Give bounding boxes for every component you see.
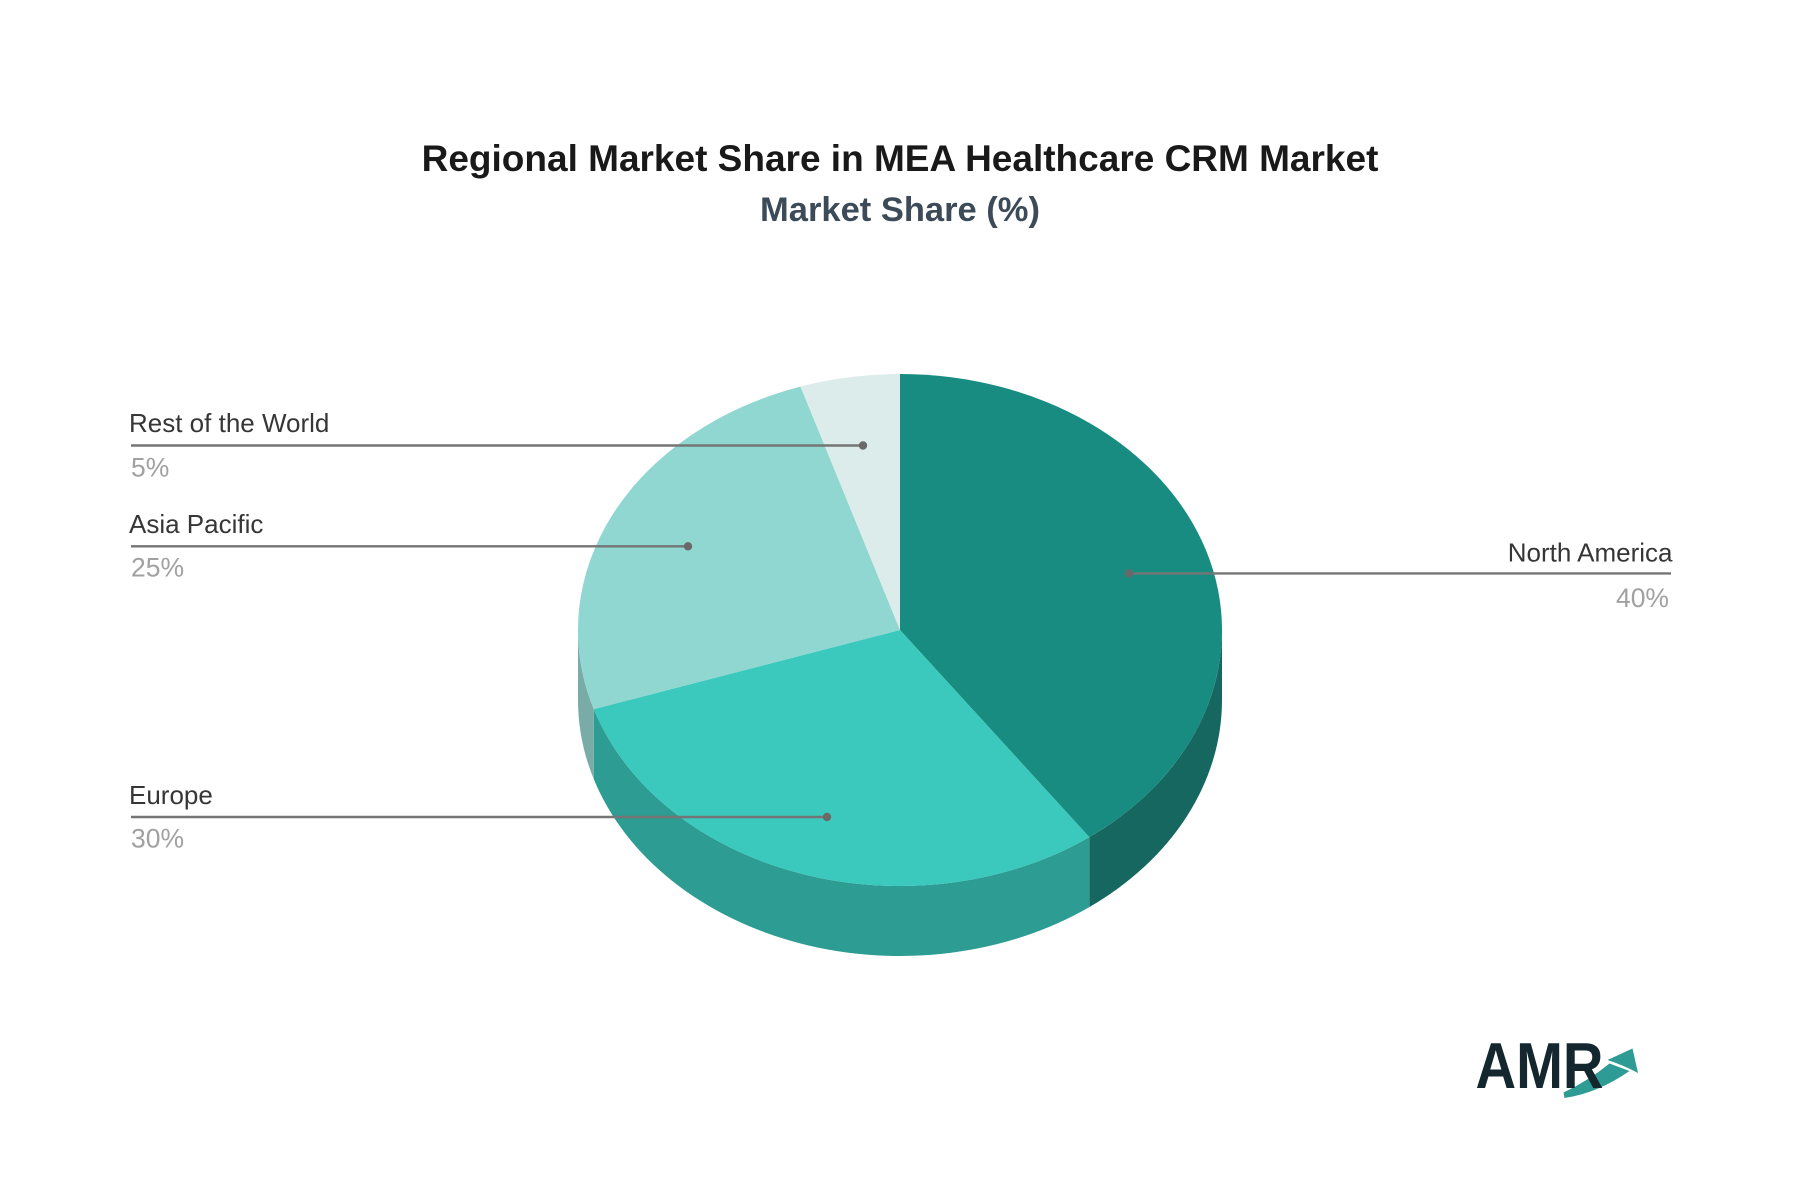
svg-text:Europe: Europe bbox=[129, 780, 213, 810]
svg-text:North America: North America bbox=[1508, 538, 1673, 568]
svg-text:5%: 5% bbox=[131, 453, 169, 483]
svg-text:40%: 40% bbox=[1616, 583, 1669, 613]
svg-text:Asia Pacific: Asia Pacific bbox=[129, 509, 263, 539]
svg-text:Regional Market Share in MEA H: Regional Market Share in MEA Healthcare … bbox=[422, 138, 1379, 179]
svg-text:30%: 30% bbox=[131, 824, 184, 854]
svg-text:AMR: AMR bbox=[1476, 1029, 1604, 1102]
svg-text:Market Share (%): Market Share (%) bbox=[760, 191, 1040, 229]
svg-text:Rest of the World: Rest of the World bbox=[129, 408, 329, 438]
svg-text:25%: 25% bbox=[131, 553, 184, 583]
